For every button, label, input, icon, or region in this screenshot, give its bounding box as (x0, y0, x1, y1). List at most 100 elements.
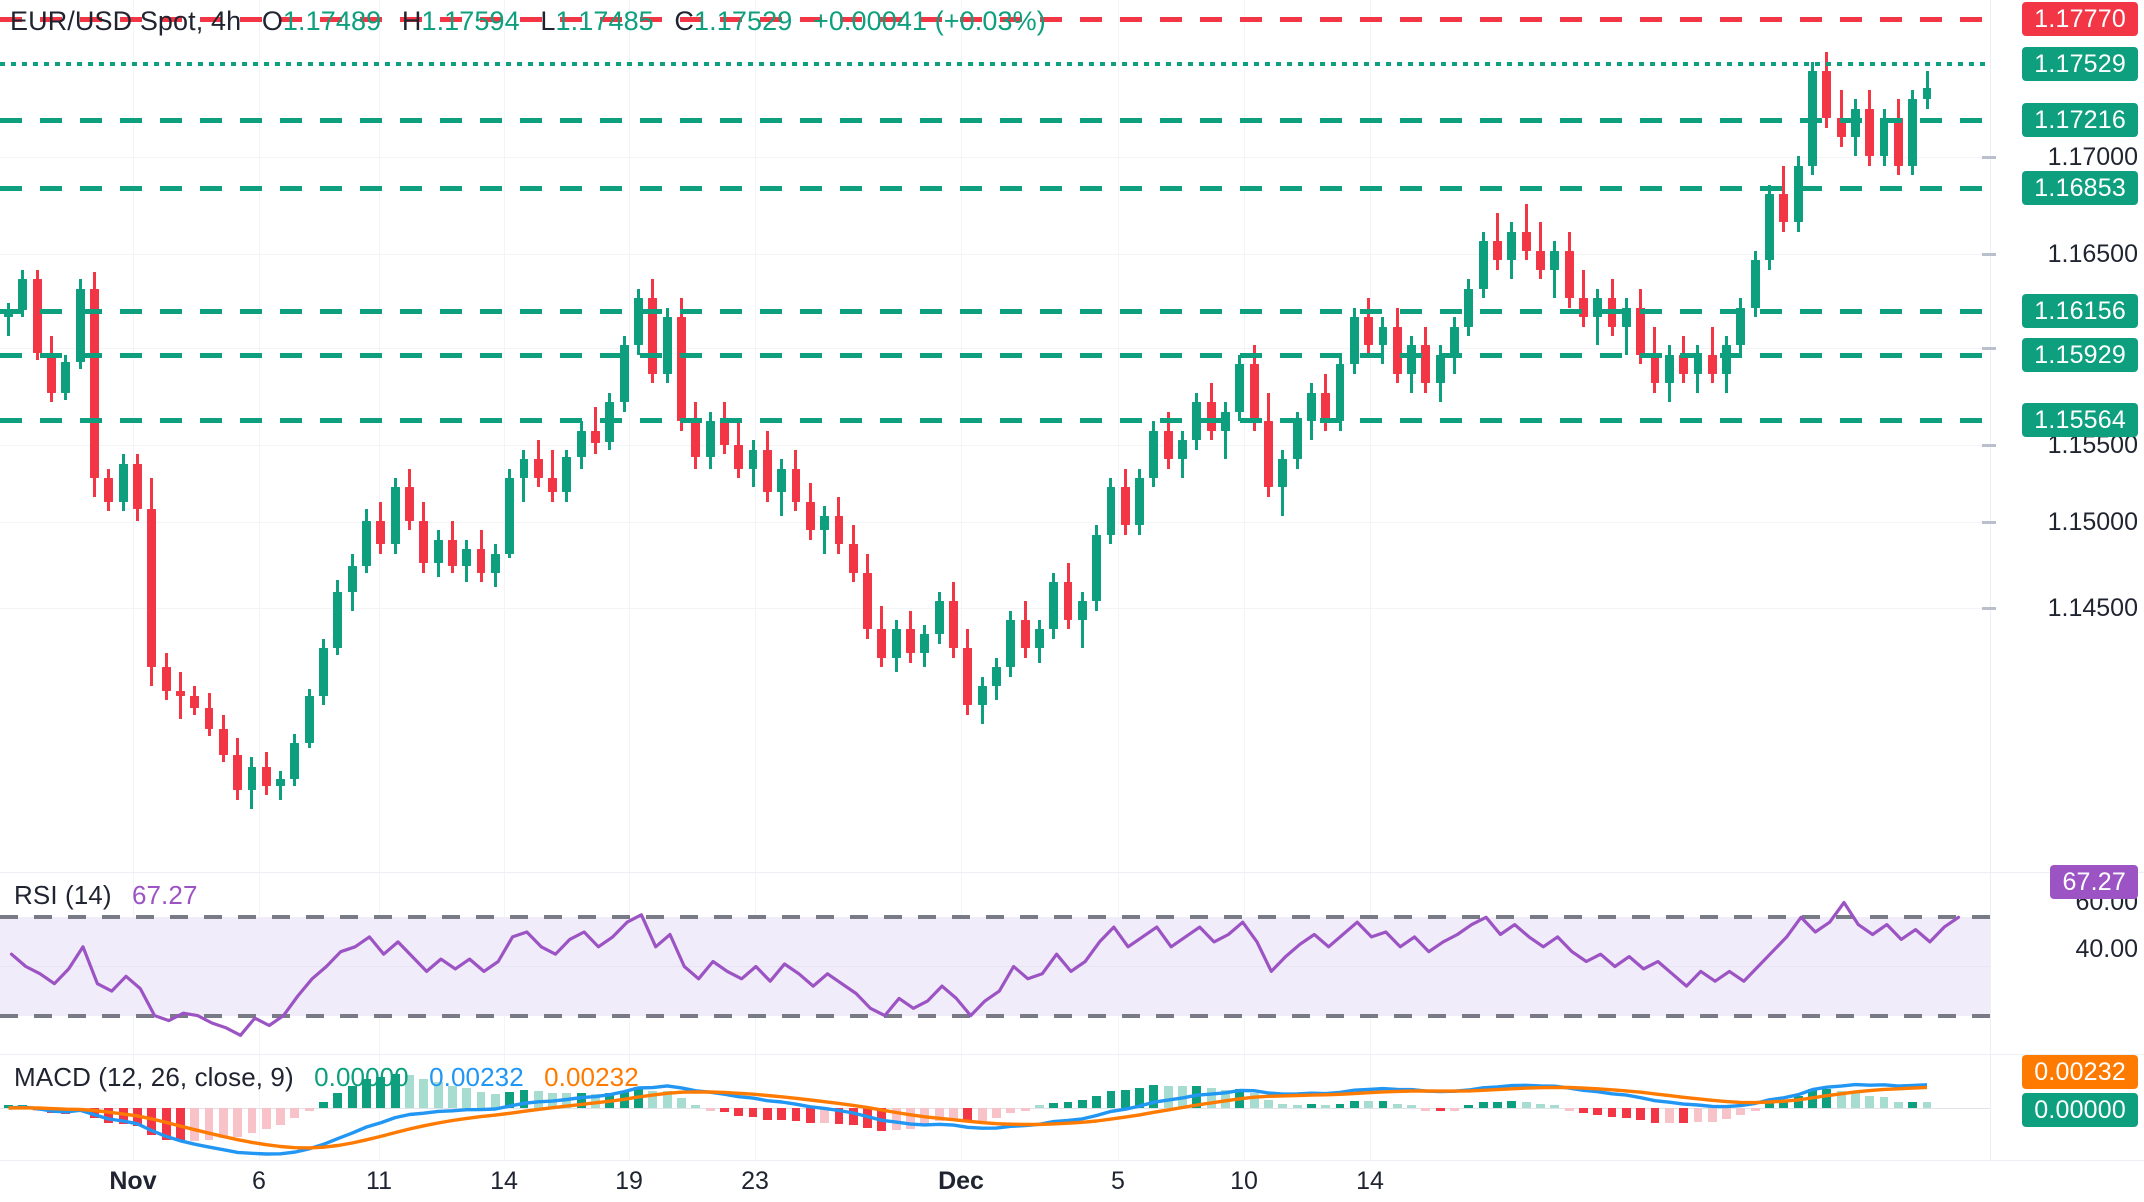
macd-histogram-bar (1034, 1105, 1044, 1108)
candlestick (1707, 0, 1717, 872)
macd-histogram-bar (1493, 1101, 1502, 1108)
macd-histogram-bar (1149, 1085, 1159, 1108)
candle-body (1636, 307, 1646, 355)
macd-value-tag[interactable]: 0.00232 (2022, 1055, 2138, 1089)
rsi-pane[interactable] (0, 872, 1990, 1054)
candle-body (949, 601, 958, 649)
candlestick (1908, 0, 1918, 872)
legend-low-value: 1.17485 (555, 6, 654, 36)
axis-tick-mark (1982, 347, 1996, 350)
candle-body (1722, 345, 1731, 374)
candle-body (719, 421, 729, 445)
candle-body (991, 667, 1001, 687)
candle-body (591, 430, 600, 443)
macd-histogram-bar (805, 1108, 815, 1124)
candle-wick (178, 672, 182, 720)
candle-body (1507, 231, 1517, 261)
candle-body (32, 279, 42, 353)
candle-body (891, 629, 901, 658)
macd-value-tag[interactable]: 0.00000 (2022, 1093, 2138, 1127)
candlestick (1192, 0, 1202, 872)
candlestick (1593, 0, 1603, 872)
candle-body (920, 634, 930, 654)
candlestick (405, 0, 414, 872)
candlestick (1808, 0, 1817, 872)
candle-body (662, 317, 672, 374)
candle-body (118, 463, 128, 502)
macd-histogram-bar (848, 1108, 858, 1126)
candlestick (1836, 0, 1846, 872)
macd-histogram-bar (1249, 1093, 1259, 1108)
grid-line-vertical (259, 0, 260, 872)
axis-divider-macd (1990, 1054, 2144, 1055)
grid-line-vertical (961, 1055, 962, 1160)
candlestick (61, 0, 71, 872)
grid-line-vertical (379, 0, 380, 872)
macd-histogram-bar (276, 1108, 286, 1125)
macd-histogram-bar (1507, 1100, 1517, 1108)
candlestick (1736, 0, 1746, 872)
time-axis[interactable]: Nov 6 11 14 19 23 Dec 5 10 14 (0, 1160, 2144, 1202)
macd-histogram-bar (1306, 1103, 1316, 1108)
candle-body (777, 468, 787, 493)
macd-histogram-bar (1865, 1095, 1875, 1108)
time-axis-label: 14 (1356, 1167, 1384, 1195)
candle-body (1278, 459, 1288, 488)
candlestick (1722, 0, 1731, 872)
candle-body (748, 449, 758, 469)
macd-legend[interactable]: MACD (12, 26, close, 9) 0.00000 0.00232 … (14, 1062, 639, 1093)
price-level-tag[interactable]: 1.16156 (2022, 294, 2138, 328)
time-axis-label: Dec (938, 1167, 984, 1195)
candlestick (991, 0, 1001, 872)
candle-body (1693, 354, 1703, 374)
candle-body (1020, 619, 1030, 649)
macd-histogram-bar (1564, 1108, 1574, 1111)
price-level-tag[interactable]: 1.16853 (2022, 171, 2138, 205)
candlestick (147, 0, 157, 872)
macd-histogram-bar (1364, 1100, 1374, 1108)
candlestick (4, 0, 14, 872)
macd-histogram-bar (190, 1108, 200, 1141)
price-level-tag[interactable]: 1.17216 (2022, 103, 2138, 137)
macd-pane[interactable] (0, 1054, 1990, 1160)
candlestick (891, 0, 901, 872)
candlestick (333, 0, 343, 872)
candle-body (218, 728, 228, 755)
candle-body (233, 754, 243, 791)
candlestick (1765, 0, 1774, 872)
candle-body (1536, 250, 1545, 270)
candle-body (347, 565, 357, 592)
candle-wick (823, 506, 827, 554)
price-level-tag[interactable]: 1.17770 (2022, 2, 2138, 36)
rsi-value-tag[interactable]: 67.27 (2050, 865, 2138, 899)
candle-body (1077, 601, 1087, 620)
candle-body (519, 459, 529, 478)
candle-body (1593, 298, 1603, 318)
rsi-legend-title: RSI (14) (14, 880, 112, 910)
rsi-legend[interactable]: RSI (14) 67.27 (14, 880, 198, 911)
price-legend[interactable]: EUR/USD Spot, 4h O1.17489 H1.17594 L1.17… (10, 6, 1046, 37)
price-level-tag[interactable]: 1.15564 (2022, 403, 2138, 437)
time-axis-label: Nov (109, 1167, 157, 1195)
candle-body (1364, 317, 1374, 346)
candle-body (863, 572, 873, 630)
candle-body (247, 766, 257, 791)
candle-body (691, 421, 701, 457)
macd-histogram-bar (362, 1079, 371, 1108)
candlestick (1621, 0, 1631, 872)
macd-histogram-bar (1822, 1088, 1832, 1108)
price-pane[interactable] (0, 0, 1990, 872)
candle-body (1120, 487, 1130, 526)
candlestick (877, 0, 887, 872)
price-level-tag[interactable]: 1.17529 (2022, 47, 2138, 81)
macd-legend-title: MACD (12, 26, close, 9) (14, 1062, 294, 1092)
candle-body (1163, 430, 1173, 460)
candlestick (75, 0, 85, 872)
candle-body (1750, 260, 1760, 308)
time-axis-label: 11 (366, 1167, 392, 1195)
price-level-tag[interactable]: 1.15929 (2022, 338, 2138, 372)
candlestick (963, 0, 973, 872)
macd-histogram-bar (1006, 1108, 1016, 1113)
macd-histogram-bar (147, 1108, 157, 1135)
macd-histogram-bar (1478, 1102, 1488, 1108)
